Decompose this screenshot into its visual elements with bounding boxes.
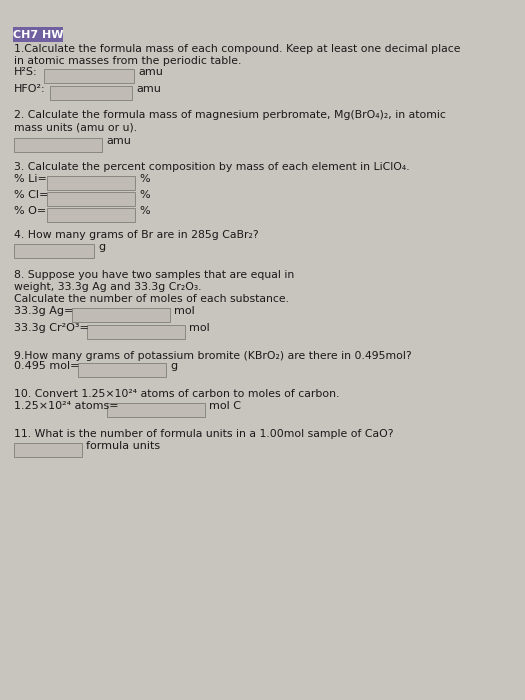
Text: amu: amu <box>106 136 131 146</box>
Text: amu: amu <box>138 67 163 77</box>
FancyBboxPatch shape <box>78 363 166 377</box>
Text: H²S:: H²S: <box>14 67 38 77</box>
Text: formula units: formula units <box>86 441 160 451</box>
Text: CH7 HW: CH7 HW <box>13 29 63 39</box>
Text: 3. Calculate the percent composition by mass of each element in LiClO₄.: 3. Calculate the percent composition by … <box>14 162 410 172</box>
Text: in atomic masses from the periodic table.: in atomic masses from the periodic table… <box>14 56 242 66</box>
FancyBboxPatch shape <box>44 69 134 83</box>
Text: Calculate the number of moles of each substance.: Calculate the number of moles of each su… <box>14 294 289 304</box>
Text: 33.3g Ag=: 33.3g Ag= <box>14 306 74 316</box>
FancyBboxPatch shape <box>107 403 205 417</box>
Text: mol: mol <box>189 323 210 333</box>
Text: % Cl=: % Cl= <box>14 190 48 200</box>
Text: 33.3g Cr²O³=: 33.3g Cr²O³= <box>14 323 89 333</box>
Text: weight, 33.3g Ag and 33.3g Cr₂O₃.: weight, 33.3g Ag and 33.3g Cr₂O₃. <box>14 282 202 292</box>
Text: %: % <box>139 190 150 200</box>
FancyBboxPatch shape <box>13 27 63 42</box>
Text: 1.Calculate the formula mass of each compound. Keep at least one decimal place: 1.Calculate the formula mass of each com… <box>14 44 460 54</box>
Text: %: % <box>139 174 150 184</box>
Text: %: % <box>139 206 150 216</box>
FancyBboxPatch shape <box>87 325 185 339</box>
Text: HFO²:: HFO²: <box>14 84 46 94</box>
FancyBboxPatch shape <box>47 208 135 222</box>
Text: g: g <box>98 242 105 252</box>
Text: mass units (amu or u).: mass units (amu or u). <box>14 122 137 132</box>
Text: g: g <box>170 361 177 371</box>
FancyBboxPatch shape <box>50 86 132 100</box>
FancyBboxPatch shape <box>47 176 135 190</box>
Text: mol: mol <box>174 306 195 316</box>
Text: % Li=: % Li= <box>14 174 47 184</box>
Text: 8. Suppose you have two samples that are equal in: 8. Suppose you have two samples that are… <box>14 270 294 280</box>
FancyBboxPatch shape <box>14 138 102 152</box>
Text: % O=: % O= <box>14 206 46 216</box>
FancyBboxPatch shape <box>14 443 82 457</box>
FancyBboxPatch shape <box>47 192 135 206</box>
Text: 9.How many grams of potassium bromite (KBrO₂) are there in 0.495mol?: 9.How many grams of potassium bromite (K… <box>14 351 412 361</box>
FancyBboxPatch shape <box>14 244 94 258</box>
Text: amu: amu <box>136 84 161 94</box>
Text: 4. How many grams of Br are in 285g CaBr₂?: 4. How many grams of Br are in 285g CaBr… <box>14 230 259 240</box>
Text: 0.495 mol=: 0.495 mol= <box>14 361 79 371</box>
Text: 1.25×10²⁴ atoms=: 1.25×10²⁴ atoms= <box>14 401 119 411</box>
Text: 2. Calculate the formula mass of magnesium perbromate, Mg(BrO₄)₂, in atomic: 2. Calculate the formula mass of magnesi… <box>14 110 446 120</box>
Text: mol C: mol C <box>209 401 241 411</box>
FancyBboxPatch shape <box>72 308 170 322</box>
Text: 11. What is the number of formula units in a 1.00mol sample of CaO?: 11. What is the number of formula units … <box>14 429 394 439</box>
Text: 10. Convert 1.25×10²⁴ atoms of carbon to moles of carbon.: 10. Convert 1.25×10²⁴ atoms of carbon to… <box>14 389 339 399</box>
